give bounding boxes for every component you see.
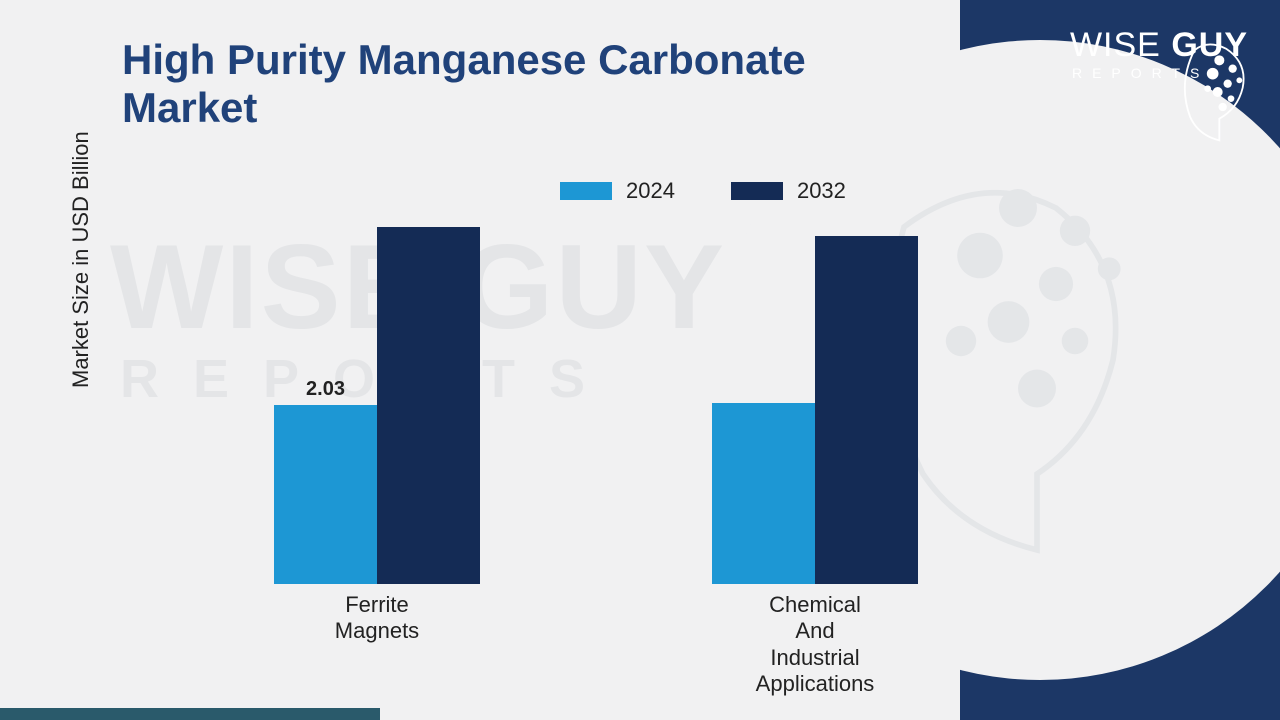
bar-2024 [712, 403, 815, 584]
brand-logo: WISE GUY REPORTS [1070, 28, 1248, 80]
legend-swatch [731, 182, 783, 200]
bottom-accent-bar [0, 708, 380, 720]
bar-2032 [377, 227, 480, 584]
legend-swatch [560, 182, 612, 200]
legend-label: 2032 [797, 178, 846, 204]
y-axis-label: Market Size in USD Billion [68, 131, 94, 388]
category-label: FerriteMagnets [287, 584, 467, 645]
bar-2024: 2.03 [274, 405, 377, 584]
bar-value-label: 2.03 [274, 378, 377, 405]
legend-item: 2032 [731, 178, 846, 204]
legend-item: 2024 [560, 178, 675, 204]
chart-canvas: WISE GUY REPORTS WISE GUY REPORTS High P… [0, 0, 1280, 720]
bar-2032 [815, 236, 918, 584]
logo-head-icon [1168, 42, 1254, 142]
legend: 2024 2032 [560, 178, 846, 204]
legend-label: 2024 [626, 178, 675, 204]
chart-title: High Purity Manganese Carbonate Market [122, 36, 842, 133]
category-label: ChemicalAndIndustrialApplications [725, 584, 905, 698]
plot-area: 2.03FerriteMagnetsChemicalAndIndustrialA… [118, 214, 918, 584]
